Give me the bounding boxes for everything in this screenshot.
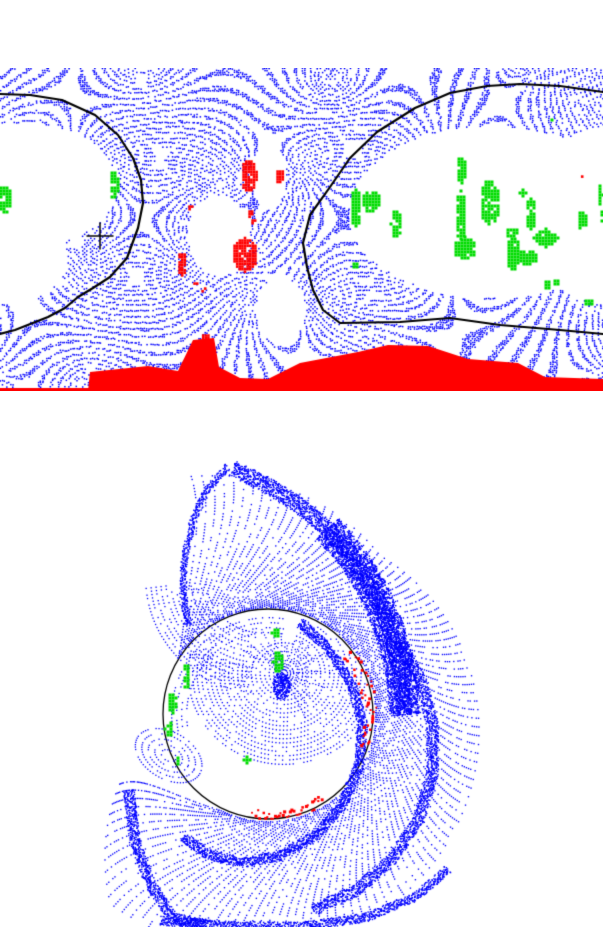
spherical-view-canvas — [0, 455, 603, 927]
synoptic-map-canvas — [0, 68, 603, 391]
